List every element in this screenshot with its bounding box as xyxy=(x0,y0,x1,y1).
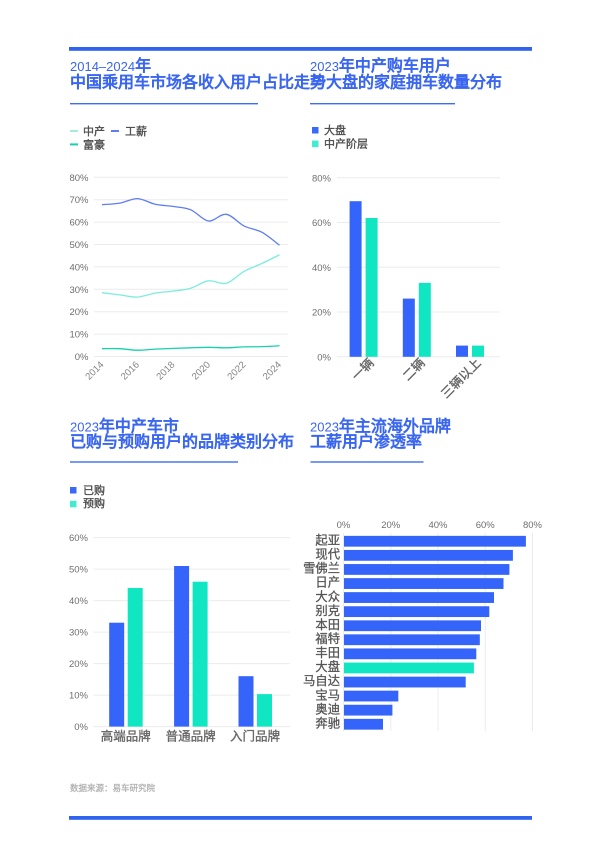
svg-text:20%: 20% xyxy=(69,307,89,318)
svg-text:80%: 80% xyxy=(69,173,89,184)
svg-text:一辆: 一辆 xyxy=(349,356,377,384)
svg-text:福特: 福特 xyxy=(315,631,340,646)
svg-text:大盘: 大盘 xyxy=(315,659,340,674)
svg-text:2023年主流海外品牌: 2023年主流海外品牌 xyxy=(310,418,451,436)
svg-text:20%: 20% xyxy=(381,520,401,531)
svg-text:80%: 80% xyxy=(523,520,543,531)
svg-text:40%: 40% xyxy=(69,262,89,273)
svg-text:50%: 50% xyxy=(69,240,89,251)
svg-text:普通品牌: 普通品牌 xyxy=(166,729,216,744)
svg-text:0%: 0% xyxy=(317,352,331,363)
svg-text:80%: 80% xyxy=(312,173,332,184)
svg-text:大盘: 大盘 xyxy=(324,123,346,137)
svg-text:二辆: 二辆 xyxy=(400,356,428,384)
svg-text:入门品牌: 入门品牌 xyxy=(230,729,280,744)
svg-text:50%: 50% xyxy=(69,565,89,576)
svg-text:70%: 70% xyxy=(69,195,89,206)
svg-text:2023年中产车市: 2023年中产车市 xyxy=(70,418,179,436)
svg-text:雪佛兰: 雪佛兰 xyxy=(303,562,340,576)
svg-text:丰田: 丰田 xyxy=(315,646,340,660)
svg-text:2024: 2024 xyxy=(261,359,284,382)
svg-text:20%: 20% xyxy=(312,308,332,319)
svg-text:本田: 本田 xyxy=(315,618,340,632)
svg-text:与大盘的家庭拥车数量分布: 与大盘的家庭拥车数量分布 xyxy=(310,73,502,92)
svg-text:10%: 10% xyxy=(69,691,89,702)
svg-text:2016: 2016 xyxy=(119,360,142,383)
svg-text:工薪: 工薪 xyxy=(125,125,147,138)
svg-text:2020: 2020 xyxy=(190,360,213,383)
svg-text:中产: 中产 xyxy=(83,124,105,138)
svg-text:2023年中产购车用户: 2023年中产购车用户 xyxy=(310,57,451,75)
svg-text:中国乘用车市场各收入用户占比走势: 中国乘用车市场各收入用户占比走势 xyxy=(70,74,326,92)
svg-text:0%: 0% xyxy=(75,352,89,363)
svg-text:40%: 40% xyxy=(428,520,448,531)
svg-text:60%: 60% xyxy=(312,218,332,229)
svg-text:高端品牌: 高端品牌 xyxy=(101,729,151,744)
svg-text:别克: 别克 xyxy=(315,604,340,618)
svg-text:2022: 2022 xyxy=(225,360,248,383)
svg-text:三辆以上: 三辆以上 xyxy=(439,356,484,401)
svg-text:0%: 0% xyxy=(337,520,351,531)
svg-text:0%: 0% xyxy=(74,722,88,733)
svg-text:富豪: 富豪 xyxy=(83,137,105,151)
svg-text:马自达: 马自达 xyxy=(303,674,340,688)
svg-text:大众: 大众 xyxy=(315,590,340,604)
svg-text:中产阶层: 中产阶层 xyxy=(324,136,368,150)
svg-text:奥迪: 奥迪 xyxy=(315,702,340,716)
svg-text:2018: 2018 xyxy=(154,360,177,383)
svg-text:40%: 40% xyxy=(312,263,332,274)
svg-text:日产: 日产 xyxy=(315,576,340,590)
svg-text:工薪用户渗透率: 工薪用户渗透率 xyxy=(310,433,422,451)
svg-text:宝马: 宝马 xyxy=(315,688,340,702)
svg-text:已购: 已购 xyxy=(83,483,105,497)
svg-text:20%: 20% xyxy=(69,659,89,670)
svg-text:2014–2024年: 2014–2024年 xyxy=(70,57,151,75)
svg-text:数据来源：易车研究院: 数据来源：易车研究院 xyxy=(70,783,156,793)
svg-text:60%: 60% xyxy=(476,520,496,531)
svg-text:60%: 60% xyxy=(69,533,89,544)
svg-text:30%: 30% xyxy=(69,285,89,296)
svg-text:40%: 40% xyxy=(69,596,89,607)
svg-text:预购: 预购 xyxy=(83,496,105,510)
svg-text:已购与预购用户的品牌类别分布: 已购与预购用户的品牌类别分布 xyxy=(70,433,294,451)
svg-text:60%: 60% xyxy=(69,218,89,229)
svg-text:现代: 现代 xyxy=(315,548,340,562)
svg-text:奔驰: 奔驰 xyxy=(315,716,340,730)
svg-text:10%: 10% xyxy=(69,330,89,341)
svg-text:起亚: 起亚 xyxy=(315,534,340,548)
svg-text:30%: 30% xyxy=(69,628,89,639)
